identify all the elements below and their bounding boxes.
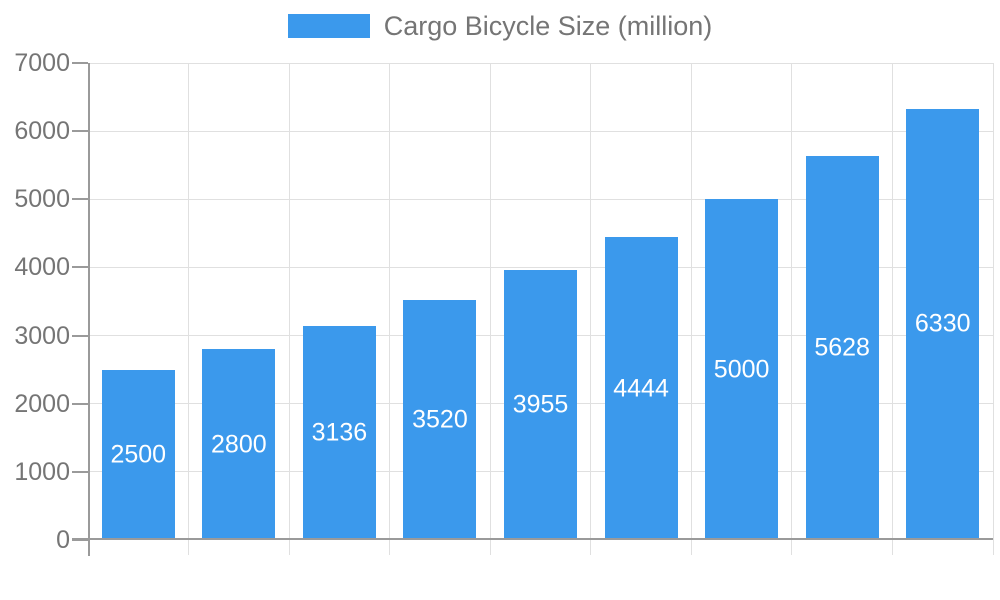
y-tick-label: 7000 [14, 49, 70, 77]
x-grid-line [992, 63, 994, 540]
y-tick [72, 130, 88, 133]
legend: Cargo Bicycle Size (million) [0, 0, 1000, 52]
y-tick [72, 62, 88, 64]
y-grid-line [88, 62, 993, 64]
bar[interactable] [403, 300, 477, 540]
y-tick-label: 2000 [14, 389, 70, 418]
x-tick [489, 540, 491, 555]
bar-value-label: 3136 [311, 418, 368, 447]
y-tick-label: 4000 [14, 253, 70, 282]
y-axis-line [88, 63, 90, 556]
x-tick [992, 540, 994, 555]
x-grid-line [288, 63, 290, 540]
x-tick [288, 540, 290, 555]
bar-value-label: 3955 [512, 390, 569, 419]
x-grid-line [791, 63, 793, 540]
x-grid-line [690, 63, 692, 540]
bar[interactable] [604, 237, 678, 540]
y-tick [72, 539, 88, 541]
x-grid-line [489, 63, 491, 540]
x-grid-line [891, 63, 893, 540]
bar[interactable] [805, 156, 879, 540]
bar[interactable] [302, 326, 376, 540]
y-tick [72, 266, 88, 269]
y-tick [72, 402, 88, 405]
y-tick-label: 1000 [14, 457, 70, 486]
bar[interactable] [101, 369, 175, 540]
bar[interactable] [705, 199, 779, 540]
bar-value-label: 5628 [814, 333, 870, 362]
x-tick [188, 540, 190, 555]
y-grid-line [88, 130, 993, 132]
x-tick [791, 540, 793, 555]
y-grid-line [88, 266, 993, 268]
bar-value-label: 5000 [713, 355, 770, 384]
bar[interactable] [202, 349, 276, 540]
bar-value-label: 4444 [613, 374, 669, 403]
bar[interactable] [504, 270, 577, 540]
bar-value-label: 2500 [110, 440, 167, 469]
x-tick [590, 540, 592, 555]
y-tick [72, 198, 88, 201]
y-tick [72, 334, 88, 337]
y-tick-label: 0 [56, 526, 70, 554]
x-tick [690, 540, 692, 555]
legend-swatch[interactable] [287, 14, 370, 38]
x-tick [891, 540, 893, 555]
bar-value-label: 2800 [211, 430, 267, 459]
y-tick-label: 6000 [14, 117, 70, 146]
x-tick [389, 540, 391, 555]
y-tick-label: 5000 [14, 185, 70, 214]
bar[interactable] [906, 108, 980, 540]
plot-area: 0100020003000400050006000700025002025280… [14, 50, 994, 556]
y-tick-label: 3000 [14, 321, 70, 350]
bar-value-label: 6330 [914, 309, 971, 338]
x-axis-line [72, 538, 993, 540]
y-tick [72, 470, 88, 473]
bar-value-label: 3520 [412, 405, 468, 434]
x-grid-line [590, 63, 592, 540]
y-grid-line [88, 198, 993, 200]
x-grid-line [389, 63, 391, 540]
x-grid-line [188, 63, 190, 540]
legend-label[interactable]: Cargo Bicycle Size (million) [383, 10, 713, 41]
